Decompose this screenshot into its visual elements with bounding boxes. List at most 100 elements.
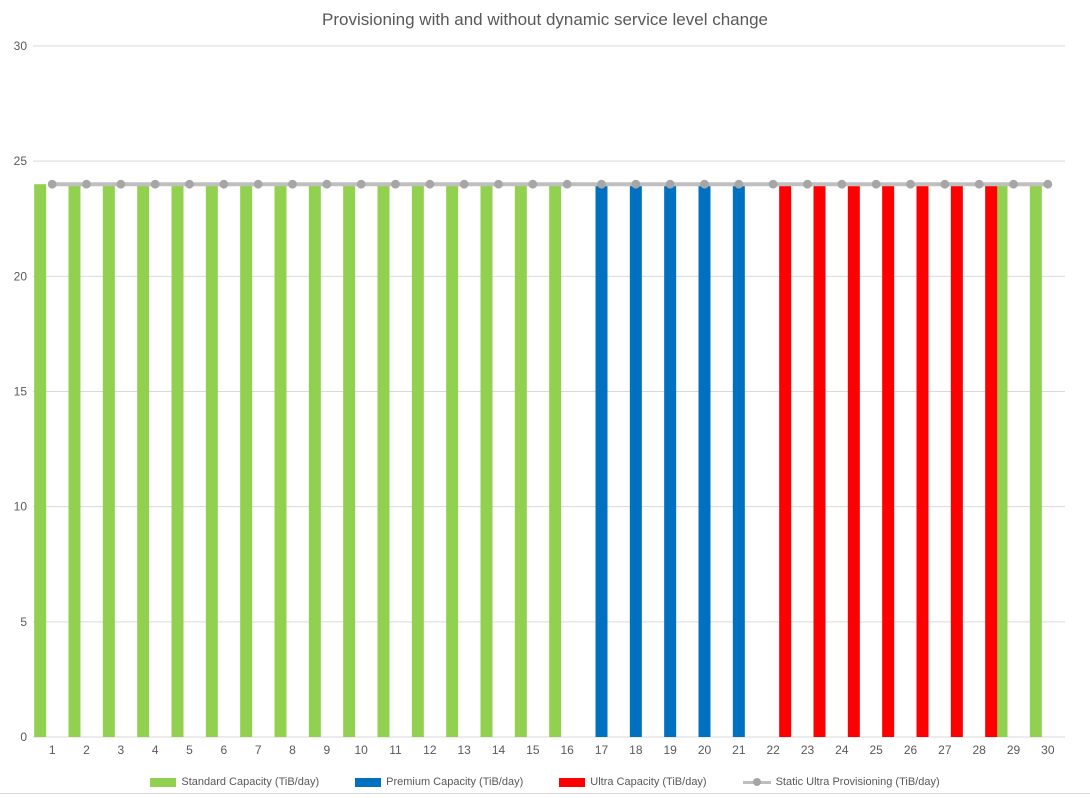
x-axis-tick-label: 20 <box>698 743 712 757</box>
line-marker-day-30 <box>1043 179 1053 189</box>
legend-line-swatch <box>742 778 771 787</box>
line-marker-day-5 <box>185 179 194 189</box>
bar-day-20 <box>698 184 711 737</box>
x-axis-tick-label: 1 <box>49 743 56 757</box>
legend-bar-swatch <box>355 777 382 787</box>
line-marker-day-4 <box>150 179 160 189</box>
x-axis-tick-label: 9 <box>323 743 330 757</box>
line-marker-day-27 <box>940 179 950 189</box>
bar-day-5 <box>171 184 184 737</box>
line-marker-day-9 <box>322 179 332 189</box>
legend-item: Standard Capacity (TiB/day) <box>150 776 319 788</box>
line-marker-day-6 <box>219 179 229 189</box>
line-marker-day-15 <box>528 179 538 189</box>
line-marker-day-28 <box>974 179 984 189</box>
line-marker-day-29 <box>1009 179 1018 189</box>
x-axis-tick-label: 26 <box>904 743 918 757</box>
bar-day-11 <box>377 184 390 737</box>
x-axis-tick-label: 23 <box>801 743 815 757</box>
x-axis-tick-label: 14 <box>492 743 506 757</box>
line-marker-day-24 <box>837 179 847 189</box>
y-axis-tick-label: 10 <box>14 500 28 514</box>
x-axis-tick-label: 6 <box>220 743 227 757</box>
bar-day-29 <box>995 184 1008 737</box>
bar-day-16 <box>549 184 562 737</box>
line-marker-day-13 <box>459 179 469 189</box>
bar-day-19 <box>664 184 677 737</box>
line-marker-day-18 <box>631 179 641 189</box>
x-axis-tick-label: 12 <box>423 743 437 757</box>
line-marker-day-2 <box>82 179 91 189</box>
bar-day-18 <box>629 184 642 737</box>
bar-day-17 <box>595 184 608 737</box>
legend: Standard Capacity (TiB/day) Premium Capac… <box>0 776 1090 788</box>
line-marker-day-14 <box>494 179 503 189</box>
y-axis-tick-label: 25 <box>14 154 28 168</box>
legend-item: Ultra Capacity (TiB/day) <box>559 776 707 788</box>
x-axis-tick-label: 22 <box>766 743 780 757</box>
x-axis-tick-label: 17 <box>595 743 609 757</box>
x-axis-tick-label: 8 <box>289 743 296 757</box>
x-axis-tick-label: 21 <box>732 743 746 757</box>
bar-day-4 <box>137 184 150 737</box>
y-axis-tick-label: 15 <box>14 385 28 399</box>
line-marker-day-16 <box>562 179 572 189</box>
bar-day-26 <box>916 184 929 737</box>
line-marker-day-7 <box>253 179 263 189</box>
line-marker-day-21 <box>734 179 744 189</box>
bar-day-1 <box>34 184 47 737</box>
x-axis-tick-label: 3 <box>117 743 124 757</box>
x-axis-tick-label: 7 <box>255 743 262 757</box>
bar-day-22 <box>779 184 792 737</box>
line-marker-day-10 <box>356 179 366 189</box>
x-axis-tick-label: 10 <box>354 743 368 757</box>
bar-day-10 <box>343 184 356 737</box>
y-axis-tick-label: 30 <box>14 39 28 53</box>
x-axis-tick-label: 24 <box>835 743 849 757</box>
legend-label: Premium Capacity (TiB/day) <box>386 776 524 788</box>
line-marker-day-19 <box>665 179 675 189</box>
x-axis-tick-label: 11 <box>389 743 402 757</box>
x-axis-tick-label: 18 <box>629 743 643 757</box>
x-axis-tick-label: 28 <box>972 743 986 757</box>
bar-day-13 <box>446 184 459 737</box>
line-marker-day-11 <box>391 179 400 189</box>
x-axis-tick-label: 19 <box>663 743 677 757</box>
legend-label: Ultra Capacity (TiB/day) <box>590 776 707 788</box>
bar-day-28 <box>985 184 998 737</box>
x-axis-tick-label: 5 <box>186 743 193 757</box>
x-axis-tick-label: 30 <box>1041 743 1055 757</box>
line-marker-day-1 <box>47 179 57 189</box>
y-axis-tick-label: 0 <box>20 730 27 744</box>
line-marker-day-20 <box>700 179 709 189</box>
line-marker-day-12 <box>425 179 435 189</box>
bar-day-23 <box>813 184 826 737</box>
x-axis-tick-label: 13 <box>457 743 471 757</box>
bar-day-12 <box>411 184 424 737</box>
x-axis-tick-label: 16 <box>560 743 574 757</box>
x-axis-tick-label: 4 <box>152 743 159 757</box>
line-marker-day-8 <box>288 179 297 189</box>
bar-day-14 <box>480 184 493 737</box>
line-marker-day-22 <box>768 179 778 189</box>
bar-day-3 <box>102 184 115 737</box>
bar-day-21 <box>732 184 745 737</box>
x-axis-tick-label: 29 <box>1007 743 1021 757</box>
x-axis-tick-label: 27 <box>938 743 952 757</box>
bar-day-15 <box>514 184 527 737</box>
legend-bar-swatch <box>150 777 177 787</box>
bar-day-6 <box>205 184 218 737</box>
legend-bar-swatch <box>559 777 586 787</box>
legend-label: Standard Capacity (TiB/day) <box>181 776 320 788</box>
line-marker-day-23 <box>803 179 812 189</box>
legend-line-marker <box>752 778 761 786</box>
line-marker-day-17 <box>597 179 606 189</box>
bar-day-30 <box>1029 184 1042 737</box>
line-marker-day-3 <box>116 179 126 189</box>
bar-day-2 <box>68 184 81 737</box>
legend-item: Premium Capacity (TiB/day) <box>355 776 523 788</box>
x-axis-tick-label: 25 <box>869 743 883 757</box>
chart-title: Provisioning with and without dynamic se… <box>321 10 768 29</box>
